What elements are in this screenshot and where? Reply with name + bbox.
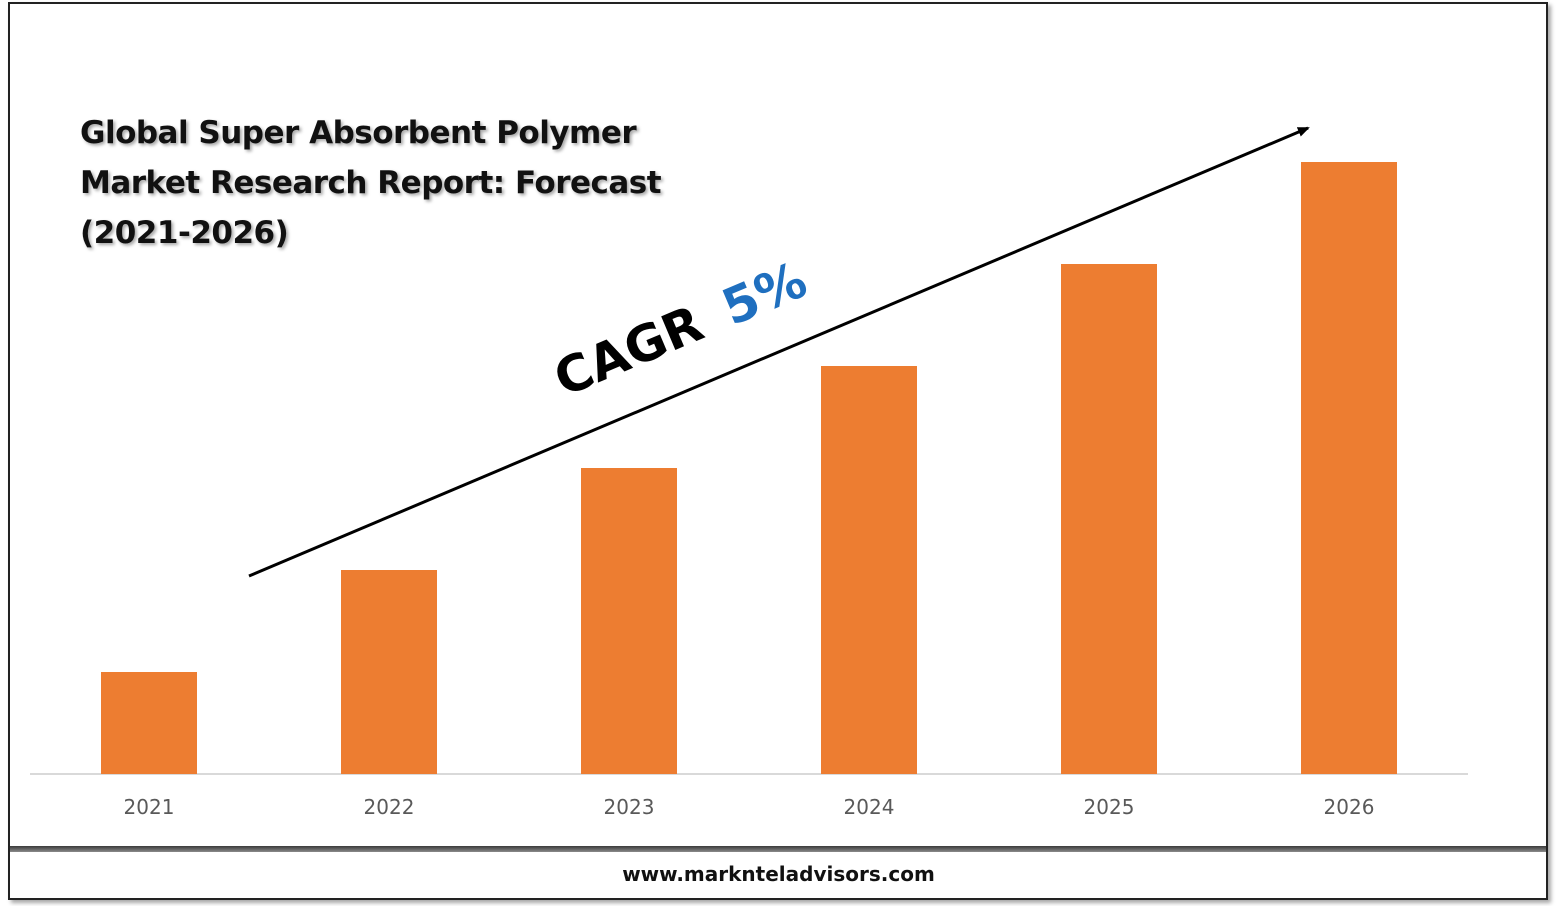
tick-labels-group: 2021 2022 2023 2024 2025 2026 <box>124 795 1375 819</box>
bar-2025 <box>1061 264 1157 774</box>
chart-title: Global Super Absorbent Polymer Market Re… <box>80 108 700 258</box>
x-tick-label-2025: 2025 <box>1084 795 1135 819</box>
footer-divider <box>10 846 1546 852</box>
chart-title-line-3: (2021-2026) <box>80 215 289 251</box>
bar-2022 <box>341 570 437 774</box>
bar-2023 <box>581 468 677 774</box>
bars-group <box>101 162 1397 774</box>
cagr-value: 5% <box>714 251 815 337</box>
cagr-text: CAGR 5% <box>546 251 815 408</box>
chart-title-line-2: Market Research Report: Forecast <box>80 165 662 201</box>
chart-frame <box>8 2 1548 900</box>
trend-arrow <box>248 126 1310 578</box>
bar-2024 <box>821 366 917 774</box>
x-tick-label-2024: 2024 <box>844 795 895 819</box>
cagr-annotation: CAGR 5% <box>546 251 815 408</box>
x-tick-label-2026: 2026 <box>1324 795 1375 819</box>
x-tick-label-2022: 2022 <box>364 795 415 819</box>
bar-2021 <box>101 672 197 774</box>
x-tick-label-2021: 2021 <box>124 795 175 819</box>
bar-2026 <box>1301 162 1397 774</box>
x-tick-label-2023: 2023 <box>604 795 655 819</box>
chart-title-line-1: Global Super Absorbent Polymer <box>80 115 637 151</box>
footer-website: www.marknteladvisors.com <box>622 862 935 886</box>
